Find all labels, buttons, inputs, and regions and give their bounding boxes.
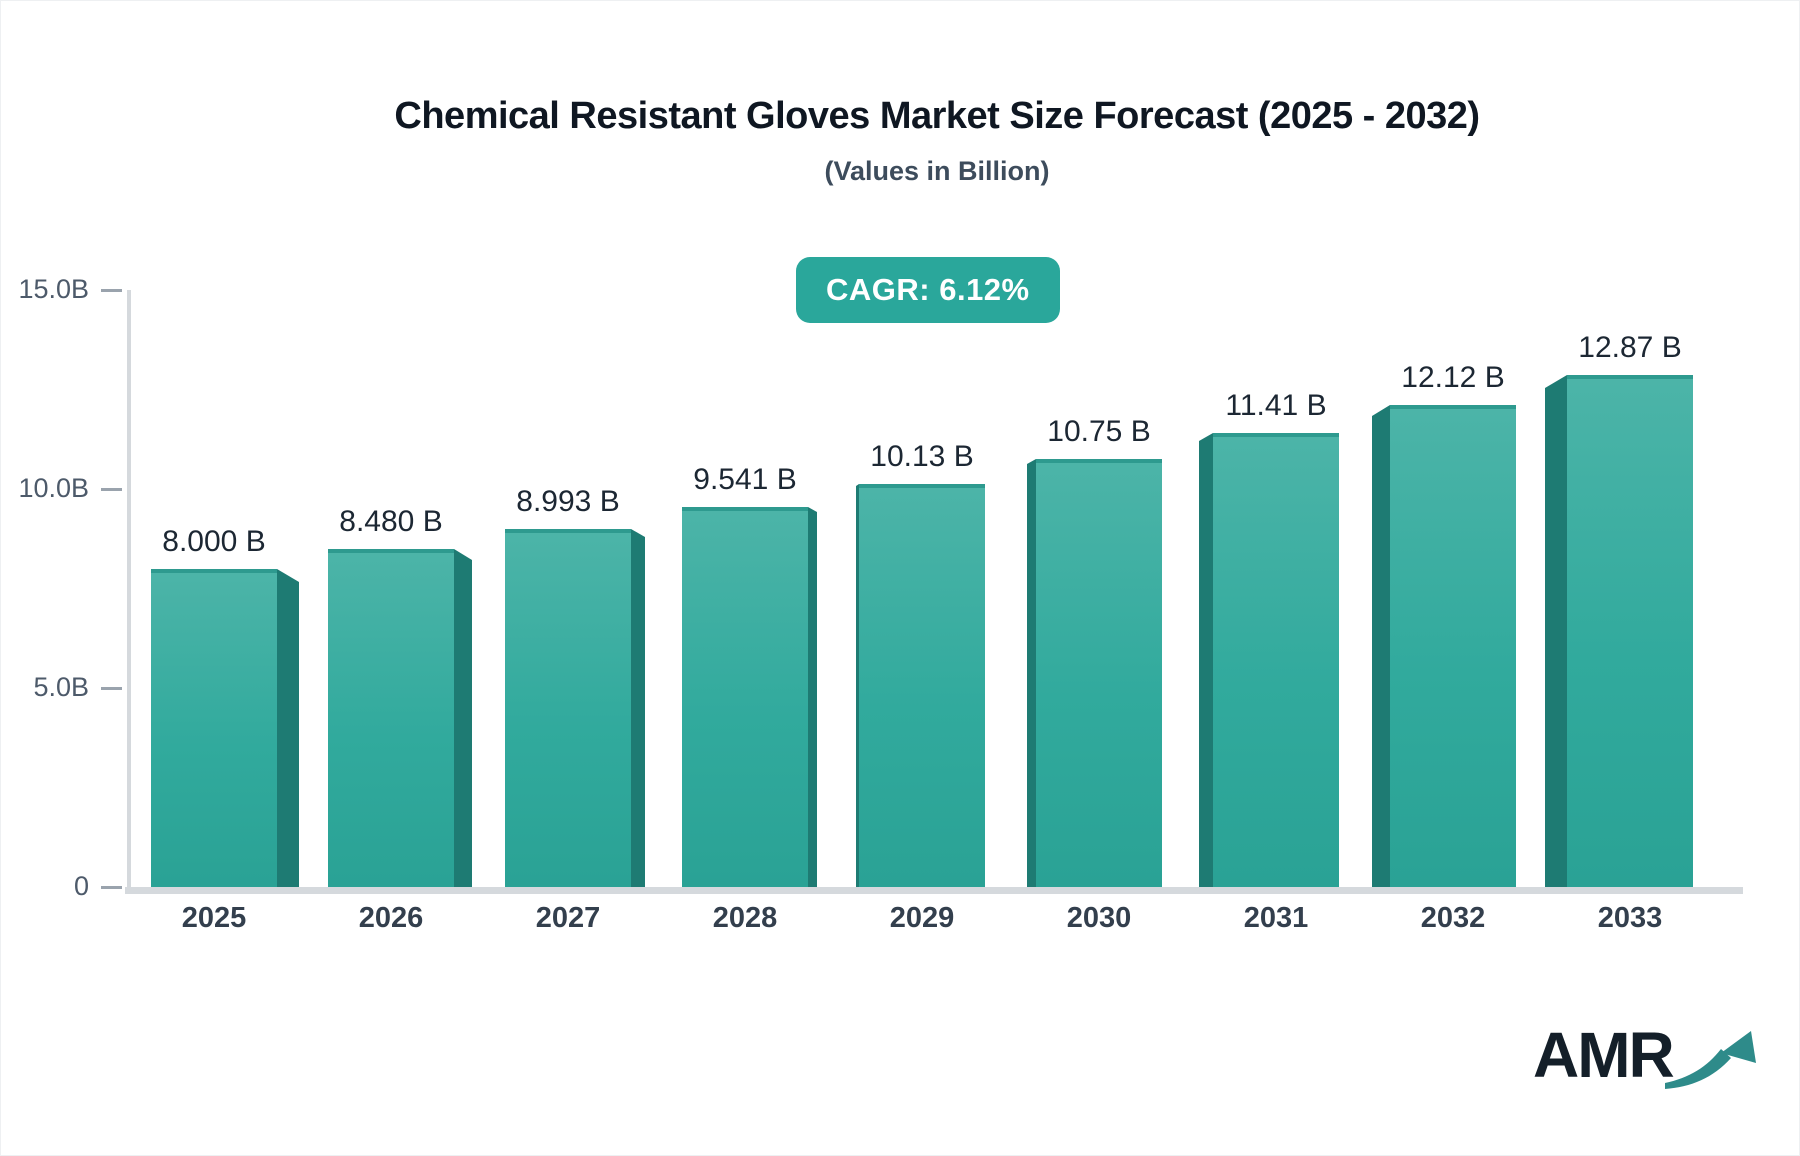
- x-axis-label-2026: 2026: [358, 902, 424, 934]
- bar-side-face: [808, 507, 817, 887]
- bar-side-face: [454, 549, 472, 887]
- bar-value-label: 9.541 B: [693, 463, 797, 496]
- bar-2029[interactable]: [859, 484, 985, 887]
- bar-2031[interactable]: [1213, 433, 1339, 887]
- bar-2033[interactable]: [1567, 375, 1693, 887]
- chart-header: Chemical Resistant Gloves Market Size Fo…: [131, 95, 1743, 187]
- bar-value-label: 11.41 B: [1225, 389, 1327, 422]
- bar-value-label: 8.993 B: [516, 485, 620, 518]
- bar-side-face: [1027, 459, 1036, 887]
- bar-side-face: [1545, 375, 1567, 887]
- x-axis-label-2030: 2030: [1066, 902, 1132, 934]
- chart-title: Chemical Resistant Gloves Market Size Fo…: [394, 95, 1480, 137]
- bar-side-face: [631, 529, 645, 887]
- y-tick-label: 0: [73, 871, 89, 901]
- bar-value-label: 8.480 B: [339, 505, 443, 538]
- y-tick-label: 15.0B: [18, 274, 89, 304]
- bar-value-label: 10.75 B: [1047, 415, 1151, 448]
- bar-2027[interactable]: [505, 529, 631, 887]
- y-tick-label: 10.0B: [18, 473, 89, 503]
- y-axis-line: [127, 290, 131, 891]
- bar-value-label: 8.000 B: [162, 525, 266, 558]
- x-axis-label-2027: 2027: [535, 902, 601, 934]
- x-axis-label-2029: 2029: [889, 902, 955, 934]
- x-axis-label-2028: 2028: [712, 902, 778, 934]
- y-tick-dash: [101, 288, 122, 292]
- x-axis-baseline: [125, 887, 1743, 894]
- growth-arrow-icon: [1664, 1031, 1756, 1089]
- bar-side-face: [1199, 433, 1213, 887]
- x-axis-label-2025: 2025: [181, 902, 247, 934]
- bar-2032[interactable]: [1390, 405, 1516, 887]
- cagr-badge: CAGR: 6.12%: [796, 257, 1060, 323]
- bar-value-label: 12.12 B: [1401, 361, 1505, 394]
- amr-logo: AMR: [1533, 1023, 1763, 1105]
- plot-area: 15.0B 10.0B 5.0B 0 8.000 B 2025 8.480 B 2026 8.9…: [18, 274, 1743, 934]
- bar-side-face: [1372, 405, 1390, 887]
- amr-logo-text: AMR: [1533, 1019, 1675, 1091]
- x-axis-label-2033: 2033: [1597, 902, 1663, 934]
- y-tick-label: 5.0B: [33, 672, 89, 702]
- bar-2026[interactable]: [328, 549, 454, 887]
- x-axis-label-2032: 2032: [1420, 902, 1486, 934]
- bar-2030[interactable]: [1036, 459, 1162, 887]
- bar-2025[interactable]: [151, 569, 277, 887]
- chart-subtitle: (Values in Billion): [824, 156, 1050, 186]
- x-axis-label-2031: 2031: [1243, 902, 1309, 934]
- y-tick-dash: [101, 686, 122, 690]
- bar-2028[interactable]: [682, 507, 808, 887]
- y-tick-dash: [101, 487, 122, 491]
- bar-side-face: [277, 569, 299, 887]
- bar-side-face: [856, 484, 859, 887]
- bar-value-label: 12.87 B: [1578, 331, 1682, 364]
- bar-value-label: 10.13 B: [870, 440, 974, 473]
- y-tick-dash: [101, 885, 122, 889]
